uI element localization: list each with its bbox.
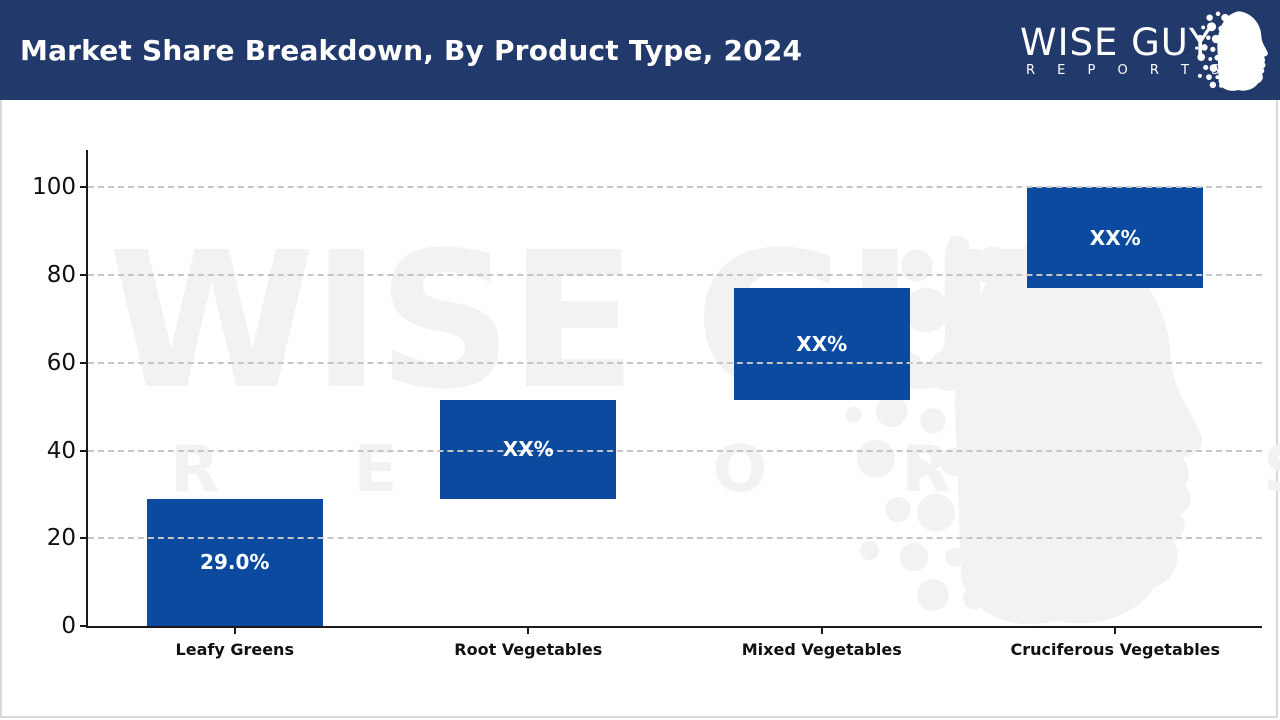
y-axis-line xyxy=(86,150,88,628)
x-tick-label: Root Vegetables xyxy=(454,640,603,659)
x-tick-mark xyxy=(527,626,530,634)
bar-value-label: 29.0% xyxy=(200,550,270,575)
y-tick-label: 20 xyxy=(46,525,76,552)
x-tick-mark xyxy=(1114,626,1117,634)
header-bar: Market Share Breakdown, By Product Type,… xyxy=(0,0,1280,100)
x-tick-mark xyxy=(820,626,823,634)
y-tick-mark xyxy=(80,186,88,189)
y-tick-mark xyxy=(80,449,88,452)
y-tick-mark xyxy=(80,361,88,364)
grid-line xyxy=(88,537,1262,540)
brand-name: WISE GUY xyxy=(1020,21,1213,64)
bar xyxy=(440,400,617,499)
y-tick-mark xyxy=(80,274,88,277)
y-tick-label: 100 xyxy=(32,174,76,201)
brand-logo: WISE GUY R E P O R T S xyxy=(1020,0,1270,100)
bar xyxy=(146,498,323,626)
x-tick-label: Leafy Greens xyxy=(175,640,294,659)
bar-value-label: XX% xyxy=(1089,225,1141,250)
grid-line xyxy=(88,361,1262,364)
x-axis-line xyxy=(86,626,1262,628)
brand-subname: R E P O R T S xyxy=(1026,63,1229,78)
grid-line xyxy=(88,186,1262,189)
y-tick-label: 40 xyxy=(46,437,76,464)
grid-line xyxy=(88,449,1262,452)
x-tick-label: Mixed Vegetables xyxy=(741,640,902,659)
bar-value-label: XX% xyxy=(796,332,848,357)
y-tick-mark xyxy=(80,537,88,540)
y-tick-label: 0 xyxy=(61,613,76,639)
brand-logo-text: WISE GUY R E P O R T S xyxy=(1020,21,1229,80)
y-tick-label: 80 xyxy=(46,262,76,289)
y-tick-label: 60 xyxy=(46,349,76,376)
grid-line xyxy=(88,274,1262,277)
x-tick-mark xyxy=(233,626,236,634)
y-tick-mark xyxy=(80,625,88,627)
x-tick-label: Cruciferous Vegetables xyxy=(1010,640,1221,659)
bar-value-label: XX% xyxy=(502,437,554,462)
page-title: Market Share Breakdown, By Product Type,… xyxy=(20,33,803,67)
